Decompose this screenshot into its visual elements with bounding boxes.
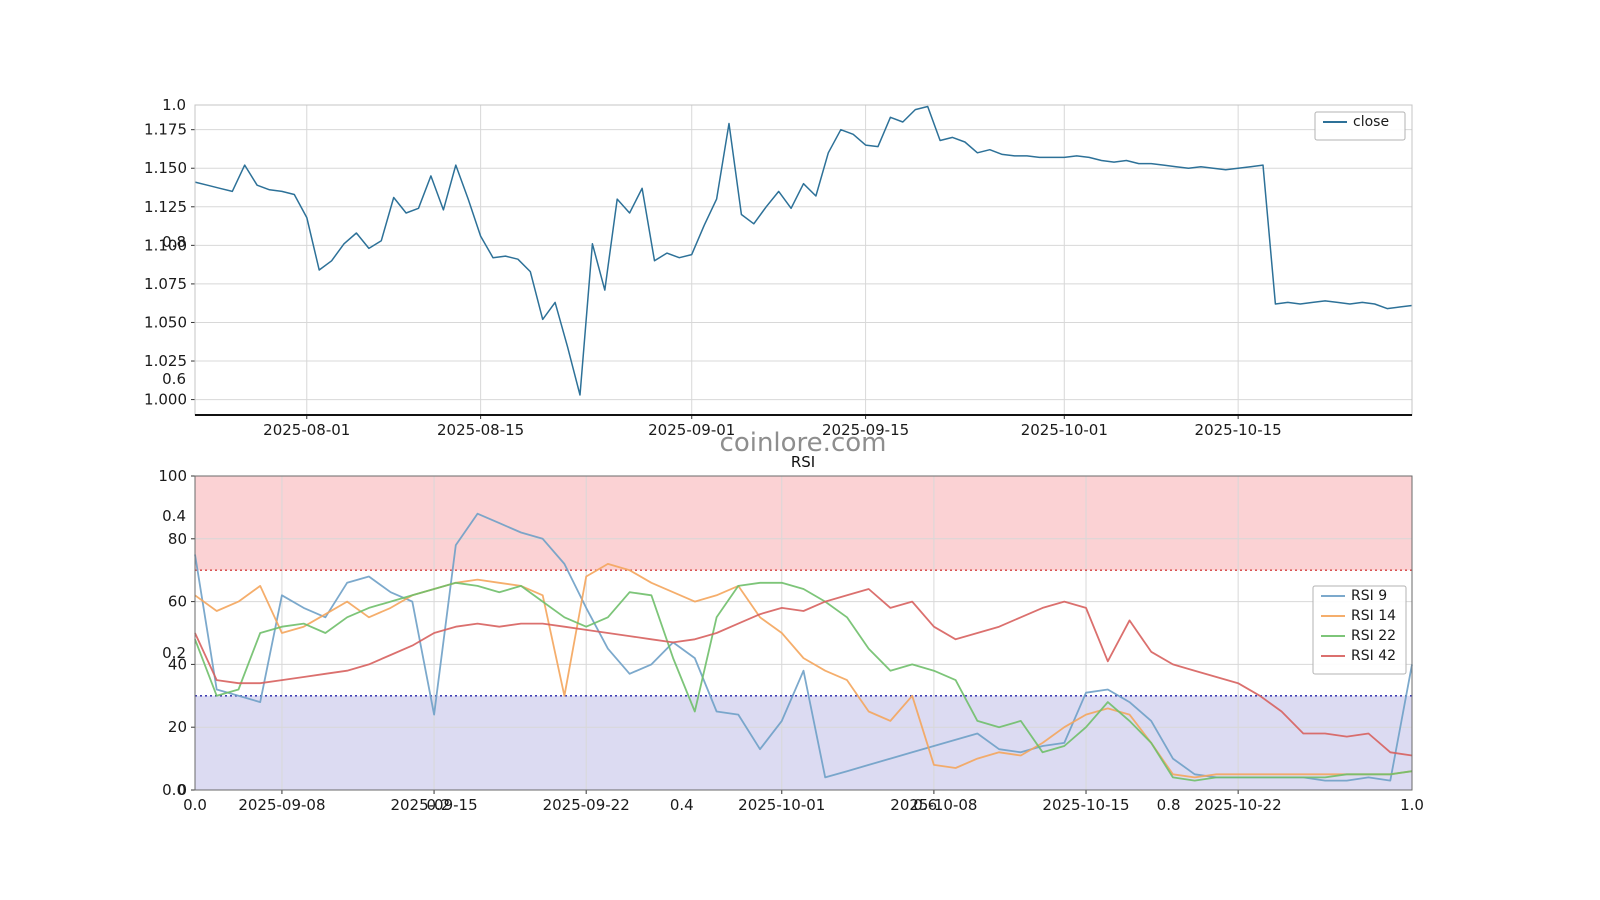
x-tick-label: 2025-10-01 xyxy=(1021,421,1108,439)
rsi-9-line xyxy=(194,512,1413,782)
rsi-42-line xyxy=(194,588,1413,757)
y-tick-label: 1.100 xyxy=(144,236,187,254)
plot-border xyxy=(194,475,1413,791)
y-tick-label: 1.125 xyxy=(144,198,187,216)
x-tick-label: 2025-09-08 xyxy=(238,796,325,814)
legend-label: RSI 14 xyxy=(1351,608,1396,624)
y-tick-label: 1.000 xyxy=(144,391,187,409)
y-tick-label: 100 xyxy=(158,467,187,485)
legend-box xyxy=(1312,585,1407,675)
x-tick-label: 2025-09-15 xyxy=(822,421,909,439)
y-tick-label: 1.150 xyxy=(144,159,187,177)
overlay-x-tick-label: 1.0 xyxy=(1400,796,1424,814)
x-tick-label: 2025-09-22 xyxy=(543,796,630,814)
legend-label: RSI 42 xyxy=(1351,648,1396,664)
x-tick-label: 2025-08-15 xyxy=(437,421,524,439)
overlay-x-tick-label: 0.0 xyxy=(183,796,207,814)
x-tick-label: 2025-10-15 xyxy=(1042,796,1129,814)
overlay-y-tick-label: 0.4 xyxy=(162,507,186,525)
watermark: coinlore.com xyxy=(719,428,887,458)
oversold-zone xyxy=(195,695,1412,790)
x-tick-label: 2025-08-01 xyxy=(263,421,350,439)
x-tick-label: 2025-10-15 xyxy=(1195,421,1282,439)
x-tick-label: 2025-10-22 xyxy=(1195,796,1282,814)
overlay-y-tick-label: 0.2 xyxy=(162,644,186,662)
legend-label: RSI 9 xyxy=(1351,588,1387,604)
rsi-22-line xyxy=(194,581,1413,782)
y-tick-label: 40 xyxy=(168,655,187,673)
plot-border xyxy=(194,104,1413,416)
y-tick-label: 20 xyxy=(168,718,187,736)
legend-label: close xyxy=(1353,114,1389,130)
overlay-y-tick-label: 0.8 xyxy=(162,233,186,251)
y-tick-label: 0 xyxy=(177,781,187,799)
overlay-x-tick-label: 0.6 xyxy=(913,796,937,814)
rsi-subplot-title: RSI xyxy=(790,453,816,471)
y-tick-label: 1.075 xyxy=(144,275,187,293)
x-tick-label: 2025-10-01 xyxy=(738,796,825,814)
close-line xyxy=(194,105,1413,396)
y-tick-label: 1.050 xyxy=(144,313,187,331)
overlay-x-tick-label: 0.4 xyxy=(670,796,694,814)
y-tick-label: 60 xyxy=(168,593,187,611)
y-tick-label: 80 xyxy=(168,530,187,548)
overlay-y-tick-label: 1.0 xyxy=(162,96,186,114)
x-tick-label: 2025-09-15 xyxy=(390,796,477,814)
legend-label: RSI 22 xyxy=(1351,628,1396,644)
legend-box xyxy=(1314,111,1406,141)
overlay-x-tick-label: 0.2 xyxy=(426,796,450,814)
y-tick-label: 1.025 xyxy=(144,352,187,370)
x-tick-label: 2025-10-08 xyxy=(890,796,977,814)
overlay-x-tick-label: 0.8 xyxy=(1157,796,1181,814)
y-tick-label: 1.175 xyxy=(144,121,187,139)
overbought-zone xyxy=(195,476,1412,571)
overlay-y-tick-label: 0.0 xyxy=(162,781,186,799)
rsi-14-line xyxy=(194,563,1413,779)
x-tick-label: 2025-09-01 xyxy=(648,421,735,439)
overlay-y-tick-label: 0.6 xyxy=(162,370,186,388)
